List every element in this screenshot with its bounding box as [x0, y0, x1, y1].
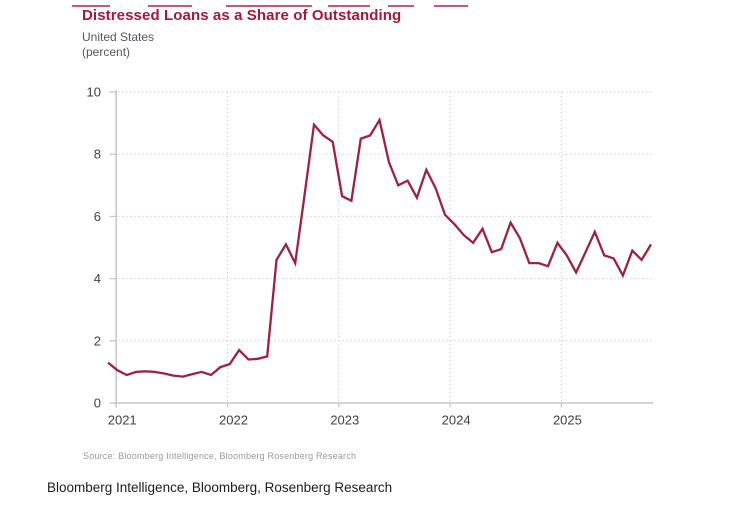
- y-tick-label: 6: [94, 209, 101, 224]
- top-crop-artifact: [388, 5, 414, 7]
- y-tick-label: 2: [94, 333, 101, 348]
- top-crop-artifact: [434, 5, 468, 7]
- top-crop-artifact: [226, 5, 312, 7]
- y-tick-label: 4: [94, 271, 101, 286]
- x-tick-label: 2024: [442, 413, 471, 428]
- y-tick-label: 10: [87, 85, 101, 100]
- source-note: Source: Bloomberg Intelligence, Bloomber…: [83, 451, 357, 461]
- top-crop-artifact: [148, 5, 192, 7]
- chart-title: Distressed Loans as a Share of Outstandi…: [82, 7, 402, 24]
- distressed-loans-line: [107, 116, 652, 378]
- chart-subtitle-region: United States: [82, 30, 155, 44]
- y-tick-label: 8: [94, 147, 101, 162]
- x-tick-label: 2021: [108, 413, 137, 428]
- top-crop-artifact: [72, 5, 110, 7]
- top-crop-artifact: [328, 5, 370, 7]
- x-tick-label: 2025: [553, 413, 582, 428]
- chart-subtitle-unit: (percent): [82, 45, 131, 59]
- caption-text: Bloomberg Intelligence, Bloomberg, Rosen…: [47, 480, 393, 495]
- y-tick-label: 0: [94, 396, 101, 411]
- x-tick-label: 2023: [330, 413, 359, 428]
- x-tick-label: 2022: [219, 413, 248, 428]
